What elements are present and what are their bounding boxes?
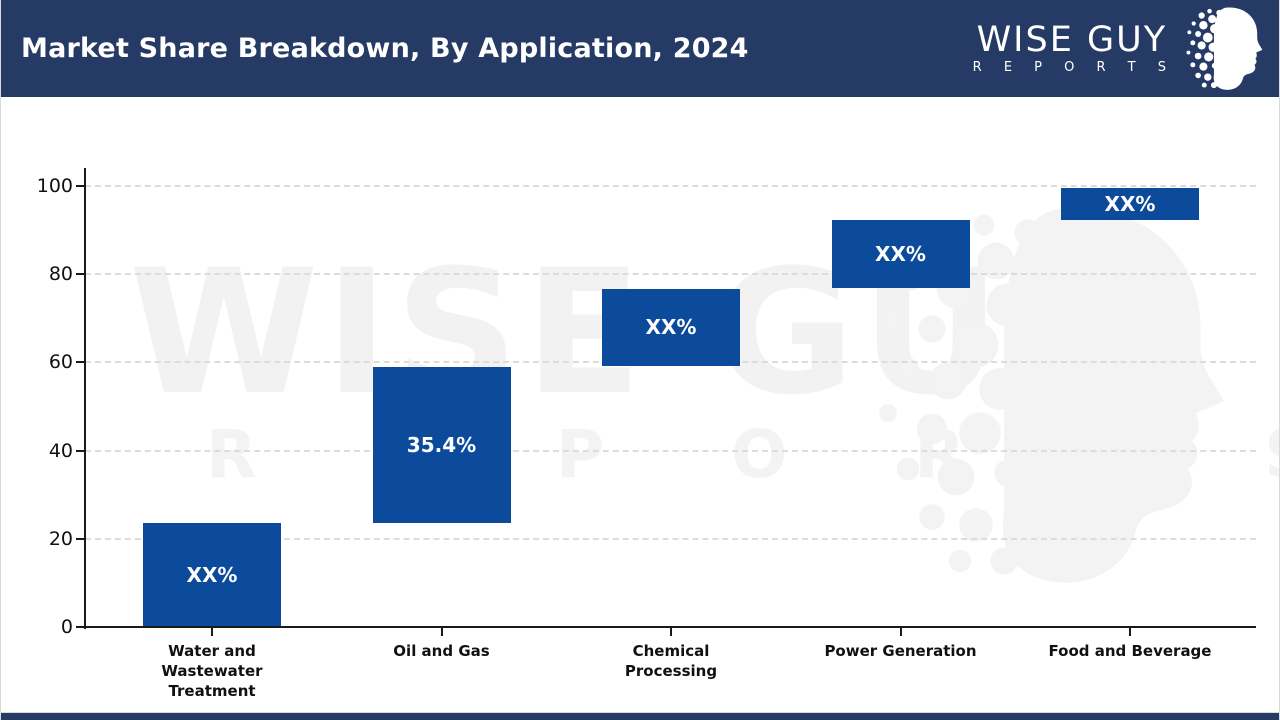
gridline-40 xyxy=(85,449,1256,452)
logo-text: WISE GUY R E P O R T S xyxy=(969,22,1175,75)
x-category-label: Water and Wastewater Treatment xyxy=(161,642,263,700)
bar-1: XX% xyxy=(143,523,281,627)
y-tick-80 xyxy=(76,273,84,276)
y-tick-label-80: 80 xyxy=(48,263,73,286)
x-tick-5 xyxy=(1129,628,1131,636)
x-tick-2 xyxy=(440,628,443,636)
bar-value-label: 35.4% xyxy=(406,433,477,458)
y-tick-40 xyxy=(76,449,84,452)
bar-2: 35.4% xyxy=(372,367,511,524)
y-tick-label-20: 20 xyxy=(48,527,73,550)
x-tick-3 xyxy=(670,628,672,636)
y-tick-label-100: 100 xyxy=(36,175,73,197)
gridline-80 xyxy=(85,273,1256,276)
y-tick-0 xyxy=(76,626,84,628)
bar-value-label: XX% xyxy=(875,242,926,267)
bar-3: XX% xyxy=(602,288,740,366)
footer-bar xyxy=(1,712,1279,720)
logo-brand-text: WISE GUY xyxy=(976,20,1168,60)
x-category-label: Chemical Processing xyxy=(624,642,718,680)
gridline-100 xyxy=(85,185,1256,187)
bar-4: XX% xyxy=(831,220,970,289)
x-tick-1 xyxy=(211,628,213,636)
bar-value-label: XX% xyxy=(1104,192,1156,217)
x-tick-4 xyxy=(899,628,902,636)
logo-face-icon xyxy=(1186,6,1263,90)
y-tick-label-60: 60 xyxy=(48,351,73,374)
x-category-label: Food and Beverage xyxy=(1048,642,1212,660)
brand-logo: WISE GUY R E P O R T S xyxy=(969,5,1265,93)
gridline-20 xyxy=(85,537,1256,540)
logo-sub-text: R E P O R T S xyxy=(972,60,1175,75)
y-tick-60 xyxy=(76,361,84,364)
x-category-label: Oil and Gas xyxy=(393,642,490,660)
y-tick-label-0: 0 xyxy=(60,616,73,638)
y-tick-100 xyxy=(76,185,84,187)
x-category-label: Power Generation xyxy=(824,642,977,660)
y-tick-20 xyxy=(76,537,84,540)
header-bar: Market Share Breakdown, By Application, … xyxy=(1,0,1279,97)
y-axis-line xyxy=(84,168,86,629)
y-tick-label-40: 40 xyxy=(48,439,73,462)
bar-5: XX% xyxy=(1061,188,1199,221)
bar-value-label: XX% xyxy=(186,563,238,588)
x-axis-line xyxy=(85,626,1256,628)
bar-value-label: XX% xyxy=(645,315,697,340)
chart-title: Market Share Breakdown, By Application, … xyxy=(21,33,749,64)
